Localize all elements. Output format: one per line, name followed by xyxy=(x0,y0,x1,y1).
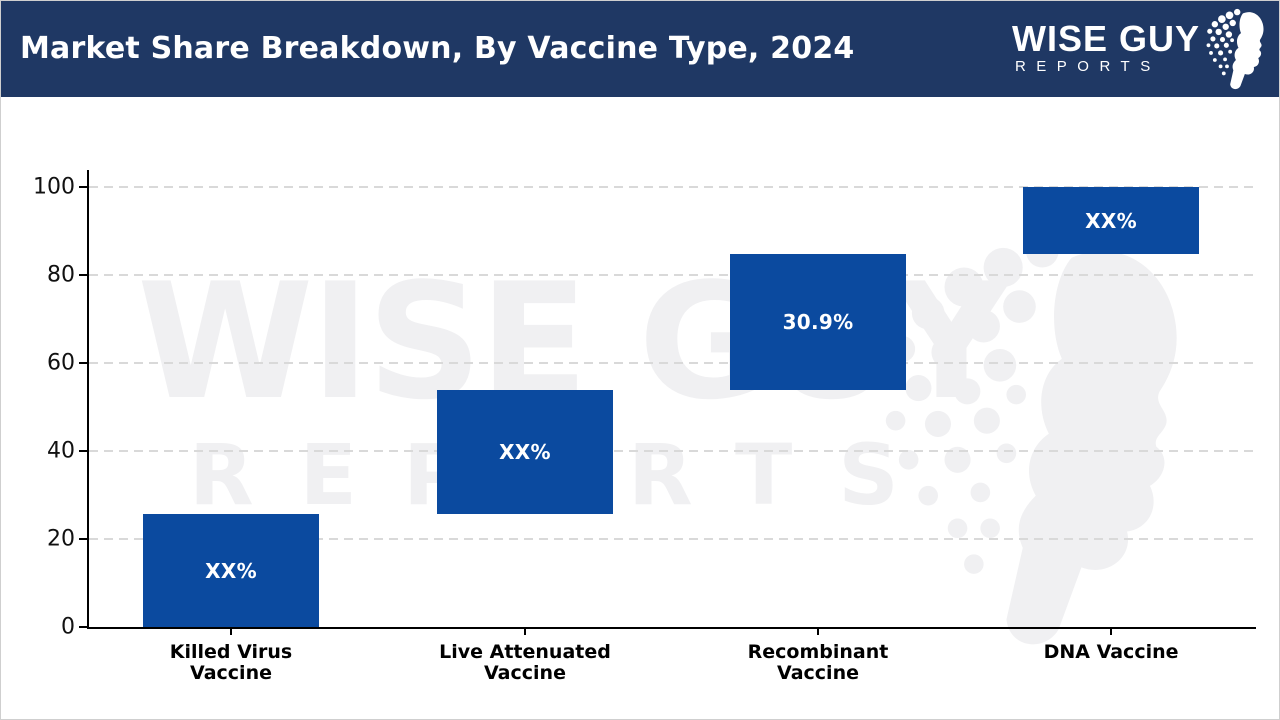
y-tick-80 xyxy=(79,274,87,277)
x-axis-line xyxy=(87,627,1256,629)
header: Market Share Breakdown, By Vaccine Type,… xyxy=(1,1,1279,97)
y-axis-line xyxy=(87,170,89,629)
category-label-2: Live Attenuated Vaccine xyxy=(439,641,611,684)
brand-face-icon xyxy=(1206,8,1264,90)
y-tick-0 xyxy=(79,626,87,628)
bar-3: 30.9% xyxy=(730,254,906,390)
gridline-60 xyxy=(89,362,1256,365)
bar-value-label-4: XX% xyxy=(1085,208,1137,233)
bar-value-label-1: XX% xyxy=(205,558,257,583)
category-label-3: Recombinant Vaccine xyxy=(747,641,889,684)
plot-area: 0 20 40 60 80 100 XX% Killed Virus Vaccine XX% Liv… xyxy=(33,170,1256,684)
y-tick-40 xyxy=(79,450,87,453)
y-tick-label-60: 60 xyxy=(47,350,75,376)
brand-logo: WISE GUY REPORTS xyxy=(1012,7,1266,90)
category-label-1: Killed Virus Vaccine xyxy=(169,641,293,684)
y-tick-100 xyxy=(79,186,87,189)
category-label-4: DNA Vaccine xyxy=(1043,641,1179,663)
y-tick-label-20: 20 xyxy=(47,526,75,552)
gridline-100 xyxy=(89,186,1256,189)
bar-2: XX% xyxy=(436,389,613,515)
y-tick-60 xyxy=(79,362,87,365)
y-tick-label-100: 100 xyxy=(33,174,75,200)
y-tick-label-80: 80 xyxy=(47,262,75,288)
brand-name: WISE GUY xyxy=(1011,18,1200,59)
y-tick-20 xyxy=(79,538,87,541)
gridline-20 xyxy=(89,538,1256,541)
brand-logo-text: WISE GUY REPORTS xyxy=(1012,21,1200,76)
chart-title: Market Share Breakdown, By Vaccine Type,… xyxy=(20,31,855,66)
bar-value-label-2: XX% xyxy=(499,440,551,465)
y-tick-label-0: 0 xyxy=(61,614,75,640)
x-tick-4 xyxy=(1110,629,1113,635)
brand-subtitle: REPORTS xyxy=(1014,58,1161,75)
y-tick-label-40: 40 xyxy=(47,438,75,464)
bar-value-label-3: 30.9% xyxy=(782,309,854,334)
x-tick-1 xyxy=(230,629,233,635)
bar-1: XX% xyxy=(143,514,319,627)
x-tick-2 xyxy=(523,629,526,635)
x-tick-3 xyxy=(817,629,820,635)
gridline-80 xyxy=(89,274,1256,277)
gridline-40 xyxy=(89,450,1256,453)
bar-4: XX% xyxy=(1023,187,1200,255)
